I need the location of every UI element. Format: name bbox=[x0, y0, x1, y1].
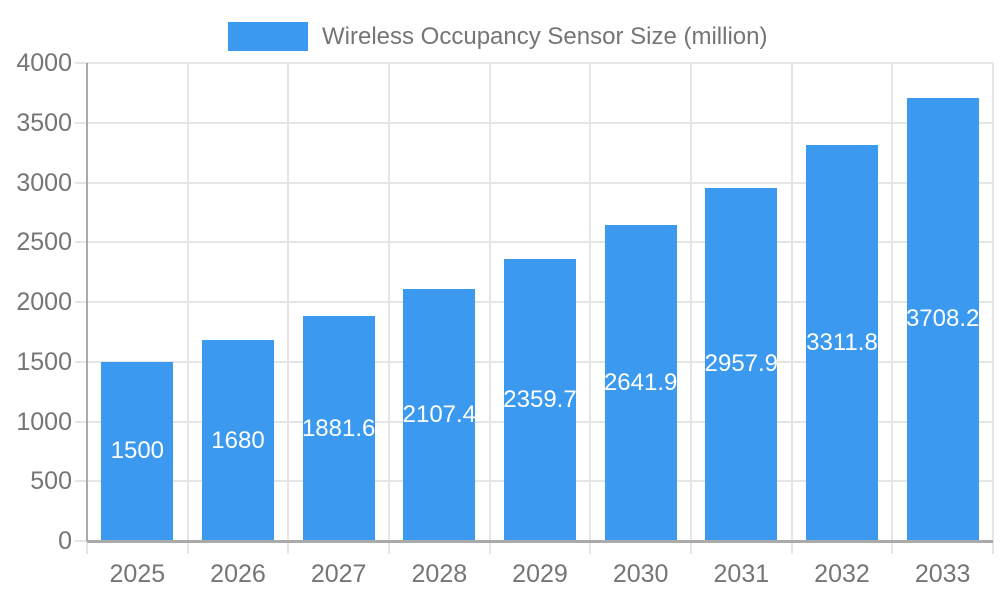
x-tick-label: 2027 bbox=[310, 560, 367, 588]
legend[interactable]: Wireless Occupancy Sensor Size (million) bbox=[228, 22, 767, 51]
y-tick-label: 1500 bbox=[16, 347, 72, 376]
y-gridline bbox=[75, 181, 993, 184]
bar-value-label: 2107.4 bbox=[402, 401, 477, 429]
y-tick-label: 1000 bbox=[16, 407, 72, 436]
x-gridline bbox=[488, 63, 491, 554]
y-gridline bbox=[75, 241, 993, 244]
bar-value-label: 2359.7 bbox=[503, 386, 577, 413]
y-tick-label: 4000 bbox=[16, 49, 72, 77]
y-axis-line bbox=[86, 63, 88, 541]
x-gridline bbox=[186, 63, 189, 554]
bar[interactable] bbox=[403, 289, 476, 541]
x-tick-label: 2031 bbox=[713, 560, 770, 588]
y-tick-label: 3000 bbox=[16, 168, 72, 197]
x-gridline bbox=[891, 63, 894, 554]
bar[interactable] bbox=[504, 259, 576, 541]
y-tick-label: 0 bbox=[58, 527, 72, 555]
bar-value-label: 3311.8 bbox=[806, 329, 878, 357]
y-gridline bbox=[75, 121, 993, 124]
x-tick-label: 2032 bbox=[814, 560, 870, 588]
bar[interactable] bbox=[705, 187, 778, 541]
bar-value-label: 2957.9 bbox=[704, 350, 779, 378]
x-gridline bbox=[790, 63, 793, 554]
y-tick-label: 2500 bbox=[16, 228, 72, 257]
bar-value-label: 2641.9 bbox=[603, 369, 678, 397]
bar-value-label: 1881.6 bbox=[301, 414, 376, 442]
bar-value-label: 1500 bbox=[110, 437, 165, 465]
x-tick-label: 2028 bbox=[411, 560, 468, 588]
x-tick-label: 2025 bbox=[109, 560, 166, 588]
x-gridline bbox=[287, 63, 290, 554]
bar[interactable] bbox=[604, 225, 677, 541]
bar[interactable] bbox=[906, 97, 979, 541]
bar[interactable] bbox=[302, 316, 375, 541]
x-gridline bbox=[690, 63, 692, 554]
bar-value-label: 3708.2 bbox=[905, 305, 980, 333]
x-tick-label: 2029 bbox=[512, 560, 568, 588]
y-tick-label: 3500 bbox=[16, 108, 72, 137]
x-tick-label: 2026 bbox=[210, 560, 266, 588]
x-gridline bbox=[388, 63, 390, 554]
x-gridline bbox=[992, 63, 994, 554]
x-tick-label: 2030 bbox=[612, 560, 669, 588]
legend-swatch bbox=[228, 22, 308, 51]
bar[interactable] bbox=[202, 340, 274, 541]
y-tick-label: 500 bbox=[30, 467, 72, 496]
x-tick-label: 2033 bbox=[914, 560, 971, 588]
bar[interactable] bbox=[806, 145, 878, 541]
y-gridline bbox=[75, 62, 993, 64]
x-axis-line bbox=[87, 540, 993, 543]
x-gridline bbox=[589, 63, 592, 554]
y-tick-label: 2000 bbox=[16, 288, 72, 316]
bar-value-label: 1680 bbox=[211, 426, 265, 454]
legend-label: Wireless Occupancy Sensor Size (million) bbox=[322, 22, 768, 50]
bar[interactable] bbox=[101, 361, 174, 541]
